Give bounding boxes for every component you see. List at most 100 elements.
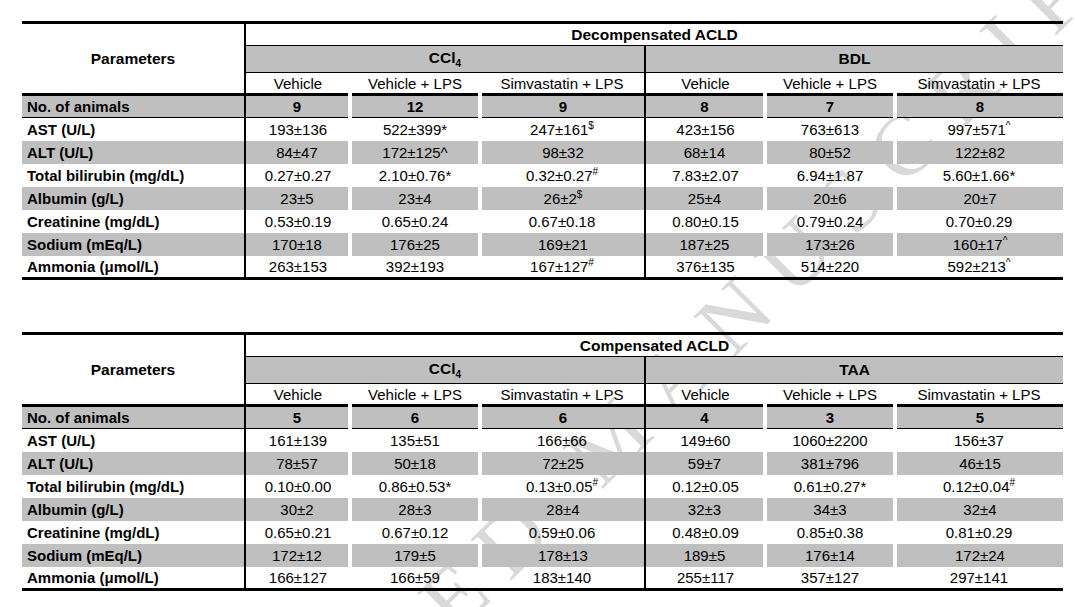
value-cell: 0.10±0.00 (245, 475, 350, 498)
value-cell: 166±66 (480, 429, 645, 452)
row-label: No. of animals (22, 406, 245, 429)
data-table: Parameters Compensated ACLD CCl4 TAA Veh… (22, 332, 1063, 591)
value-cell: 28±3 (350, 498, 480, 521)
value-cell: 9 (480, 95, 645, 118)
value-cell: 78±57 (245, 452, 350, 475)
value-cell: 255±117 (645, 567, 765, 590)
value-cell: 149±60 (645, 429, 765, 452)
value-cell: 0.61±0.27* (765, 475, 895, 498)
value-cell: 156±37 (895, 429, 1063, 452)
value-cell: 357±127 (765, 567, 895, 590)
value-cell: 20±6 (765, 187, 895, 210)
value-cell: 122±82 (895, 141, 1063, 164)
value-cell: 187±25 (645, 233, 765, 256)
table-row: Sodium (mEq/L)170±18176±25169±21187±2517… (22, 233, 1063, 256)
value-cell: 50±18 (350, 452, 480, 475)
value-cell: 173±26 (765, 233, 895, 256)
value-cell: 0.12±0.05 (645, 475, 765, 498)
value-cell: 0.65±0.24 (350, 210, 480, 233)
column-header: Simvastatin + LPS (480, 384, 645, 406)
row-label: ALT (U/L) (22, 141, 245, 164)
value-cell: 522±399* (350, 118, 480, 141)
table-row: Albumin (g/L)30±228±328±432±334±332±4 (22, 498, 1063, 521)
value-cell: 183±140 (480, 567, 645, 590)
value-cell: 7.83±2.07 (645, 164, 765, 187)
value-cell: 46±15 (895, 452, 1063, 475)
value-cell: 176±25 (350, 233, 480, 256)
table-title: Compensated ACLD (245, 334, 1063, 357)
row-label: Total bilirubin (mg/dL) (22, 475, 245, 498)
value-cell: 20±7 (895, 187, 1063, 210)
value-cell: 0.70±0.29 (895, 210, 1063, 233)
row-label: Albumin (g/L) (22, 187, 245, 210)
value-cell: 2.10±0.76* (350, 164, 480, 187)
column-header: Vehicle (245, 73, 350, 95)
value-cell: 193±136 (245, 118, 350, 141)
value-cell: 0.53±0.19 (245, 210, 350, 233)
value-cell: 84±47 (245, 141, 350, 164)
page: ACCEPTED MANUSCRIPT Parameters Decompens… (0, 0, 1075, 607)
value-cell: 8 (645, 95, 765, 118)
row-label: ALT (U/L) (22, 452, 245, 475)
column-header: Vehicle + LPS (350, 73, 480, 95)
value-cell: 0.12±0.04# (895, 475, 1063, 498)
value-cell: 263±153 (245, 256, 350, 279)
value-cell: 381±796 (765, 452, 895, 475)
value-cell: 166±59 (350, 567, 480, 590)
data-table: Parameters Decompensated ACLD CCl4 BDL V… (22, 21, 1063, 280)
value-cell: 4 (645, 406, 765, 429)
table-row: Creatinine (mg/dL)0.53±0.190.65±0.240.67… (22, 210, 1063, 233)
value-cell: 178±13 (480, 544, 645, 567)
row-label: Ammonia (μmol/L) (22, 567, 245, 590)
value-cell: 172±24 (895, 544, 1063, 567)
value-cell: 169±21 (480, 233, 645, 256)
row-label: Albumin (g/L) (22, 498, 245, 521)
value-cell: 392±193 (350, 256, 480, 279)
value-cell: 0.67±0.18 (480, 210, 645, 233)
value-cell: 5 (245, 406, 350, 429)
table-row: Albumin (g/L)23±523±426±2$25±420±620±7 (22, 187, 1063, 210)
row-label: Sodium (mEq/L) (22, 233, 245, 256)
value-cell: 189±5 (645, 544, 765, 567)
value-cell: 30±2 (245, 498, 350, 521)
value-cell: 376±135 (645, 256, 765, 279)
group-header-ccl4: CCl4 (245, 357, 645, 384)
value-cell: 166±127 (245, 567, 350, 590)
column-header: Simvastatin + LPS (895, 384, 1063, 406)
value-cell: 0.86±0.53* (350, 475, 480, 498)
column-header: Vehicle (245, 384, 350, 406)
value-cell: 5.60±1.66* (895, 164, 1063, 187)
row-label: Creatinine (mg/dL) (22, 210, 245, 233)
row-label: Total bilirubin (mg/dL) (22, 164, 245, 187)
value-cell: 592±213^ (895, 256, 1063, 279)
value-cell: 26±2$ (480, 187, 645, 210)
value-cell: 1060±2200 (765, 429, 895, 452)
value-cell: 32±3 (645, 498, 765, 521)
table-row: Total bilirubin (mg/dL)0.27±0.272.10±0.7… (22, 164, 1063, 187)
value-cell: 25±4 (645, 187, 765, 210)
value-cell: 135±51 (350, 429, 480, 452)
value-cell: 423±156 (645, 118, 765, 141)
value-cell: 6.94±1.87 (765, 164, 895, 187)
row-label: Sodium (mEq/L) (22, 544, 245, 567)
column-header: Vehicle (645, 384, 765, 406)
value-cell: 80±52 (765, 141, 895, 164)
value-cell: 23±4 (350, 187, 480, 210)
value-cell: 34±3 (765, 498, 895, 521)
value-cell: 0.85±0.38 (765, 521, 895, 544)
value-cell: 0.59±0.06 (480, 521, 645, 544)
value-cell: 763±613 (765, 118, 895, 141)
value-cell: 98±32 (480, 141, 645, 164)
value-cell: 0.67±0.12 (350, 521, 480, 544)
table-title-row: Parameters Compensated ACLD (22, 334, 1063, 357)
value-cell: 6 (480, 406, 645, 429)
value-cell: 0.80±0.15 (645, 210, 765, 233)
column-header: Vehicle (645, 73, 765, 95)
table-row: AST (U/L)161±139135±51166±66149±601060±2… (22, 429, 1063, 452)
value-cell: 176±14 (765, 544, 895, 567)
value-cell: 59±7 (645, 452, 765, 475)
value-cell: 172±125^ (350, 141, 480, 164)
value-cell: 167±127# (480, 256, 645, 279)
value-cell: 23±5 (245, 187, 350, 210)
value-cell: 72±25 (480, 452, 645, 475)
